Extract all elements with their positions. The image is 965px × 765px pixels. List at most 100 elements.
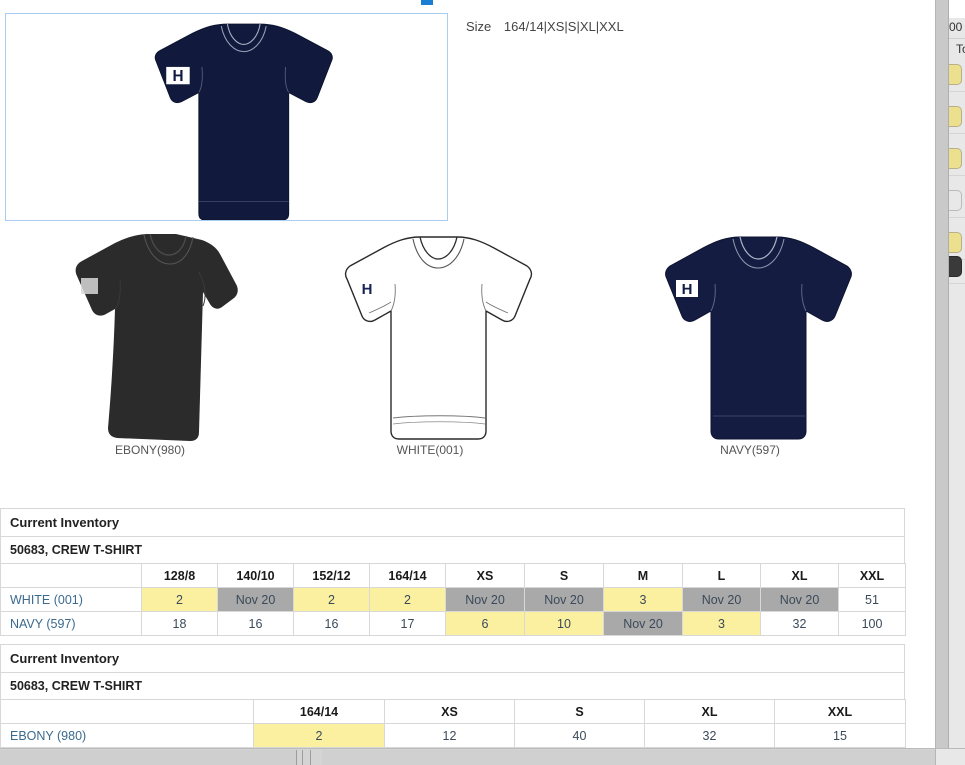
- inventory-body-2: EBONY (980) 2 12 40 32 15: [0, 723, 906, 748]
- right-panel-scrollbar[interactable]: [936, 0, 949, 752]
- thumbnail-caption: EBONY(980): [114, 443, 186, 457]
- inventory-cell[interactable]: 15: [774, 723, 906, 748]
- inventory-cell[interactable]: Nov 20: [524, 587, 604, 612]
- navy-tshirt-thumb-svg: H: [665, 236, 852, 440]
- table-row: NAVY (597) 18 16 16 17 6 10 Nov 20 3 32 100: [0, 611, 906, 636]
- scrollbar-corner: [935, 748, 965, 765]
- right-panel-divider: [949, 38, 965, 39]
- thumbnail-white[interactable]: H WHITE(001): [280, 228, 580, 473]
- right-panel-row: [949, 100, 965, 134]
- svg-text:H: H: [172, 68, 183, 85]
- horizontal-scrollbar-track[interactable]: [322, 750, 935, 765]
- size-row: Size 164/14|XS|S|XL|XXL: [466, 19, 624, 34]
- inventory-row-label: NAVY (597): [0, 611, 142, 636]
- inventory-col-header: XS: [384, 699, 515, 724]
- inventory-corner-cell: [0, 563, 142, 588]
- inventory-cell[interactable]: Nov 20: [445, 587, 525, 612]
- thumbnail-ebony[interactable]: EBONY(980): [0, 228, 300, 473]
- inventory-row-label: EBONY (980): [0, 723, 254, 748]
- right-panel-cell[interactable]: [949, 148, 962, 169]
- inventory-col-header: M: [603, 563, 683, 588]
- inventory-col-header: 152/12: [293, 563, 370, 588]
- inventory-cell[interactable]: Nov 20: [217, 587, 294, 612]
- right-panel-clipped-header: To: [956, 42, 965, 56]
- navy-tshirt-image: H: [600, 228, 900, 443]
- navy-tshirt-large-svg: H: [154, 23, 333, 220]
- right-panel-cell[interactable]: [949, 64, 962, 85]
- right-panel-row: [949, 142, 965, 176]
- inventory-cell[interactable]: 16: [293, 611, 370, 636]
- inventory-table-1: 128/8 140/10 152/12 164/14 XS S M L XL XXL WHITE …: [0, 563, 906, 636]
- inventory-cell[interactable]: 17: [369, 611, 446, 636]
- size-value: 164/14|XS|S|XL|XXL: [503, 19, 624, 34]
- inventory-subtitle: 50683, CREW T-SHIRT: [0, 536, 905, 563]
- right-panel-cell[interactable]: [949, 190, 962, 211]
- inventory-col-header: 140/10: [217, 563, 294, 588]
- right-panel-cell[interactable]: [949, 256, 962, 277]
- right-panel-cell[interactable]: [949, 232, 962, 253]
- inventory-cell[interactable]: Nov 20: [760, 587, 839, 612]
- inventory-cell[interactable]: 2: [293, 587, 370, 612]
- inventory-cell[interactable]: 2: [369, 587, 446, 612]
- thumbnail-caption: NAVY(597): [720, 443, 780, 457]
- inventory-cell[interactable]: 6: [445, 611, 525, 636]
- inventory-header-row-1: 128/8 140/10 152/12 164/14 XS S M L XL XXL: [0, 563, 906, 588]
- right-panel-row: [949, 58, 965, 92]
- right-panel-top-spacer: [949, 0, 965, 18]
- inventory-col-header: XXL: [774, 699, 906, 724]
- inventory-cell[interactable]: 2: [253, 723, 385, 748]
- inventory-cell[interactable]: 40: [514, 723, 645, 748]
- inventory-col-header: 164/14: [369, 563, 446, 588]
- inventory-col-header: S: [514, 699, 645, 724]
- inventory-cell[interactable]: 10: [524, 611, 604, 636]
- colorway-thumbnails: EBONY(980) H: [0, 228, 905, 473]
- inventory-cell[interactable]: 32: [760, 611, 839, 636]
- inventory-block-1: Current Inventory 50683, CREW T-SHIRT 12…: [0, 508, 906, 636]
- hero-image-navy-tshirt: H: [6, 14, 447, 220]
- inventory-cell[interactable]: 12: [384, 723, 515, 748]
- right-panel-cell[interactable]: [949, 106, 962, 127]
- inventory-cell[interactable]: 18: [141, 611, 218, 636]
- horizontal-scrollbar-thumb[interactable]: [0, 750, 297, 765]
- hero-image-frame[interactable]: H: [5, 13, 448, 221]
- inventory-row-label: WHITE (001): [0, 587, 142, 612]
- table-row: WHITE (001) 2 Nov 20 2 2 Nov 20 Nov 20 3 Nov 20 N…: [0, 587, 906, 612]
- thumbnail-caption: WHITE(001): [396, 443, 464, 457]
- inventory-header-row-2: 164/14 XS S XL XXL: [0, 699, 906, 724]
- inventory-cell[interactable]: Nov 20: [603, 611, 683, 636]
- inventory-cell[interactable]: 100: [838, 611, 906, 636]
- inventory-cell[interactable]: 16: [217, 611, 294, 636]
- inventory-cell[interactable]: 51: [838, 587, 906, 612]
- thumbnail-navy[interactable]: H NAVY(597): [600, 228, 900, 473]
- inventory-col-header: 128/8: [141, 563, 218, 588]
- inventory-col-header: XL: [760, 563, 839, 588]
- right-panel-body: 00 To: [949, 0, 965, 752]
- scrollbar-grip-line: [310, 750, 311, 765]
- right-panel-clipped-number: 00: [949, 20, 963, 34]
- inventory-col-header: XS: [445, 563, 525, 588]
- inventory-col-header: XXL: [838, 563, 906, 588]
- scrollbar-grip-line: [302, 750, 303, 765]
- ebony-tshirt-image: [0, 228, 300, 443]
- inventory-table-2: 164/14 XS S XL XXL EBONY (980) 2 12 40 32 15: [0, 699, 906, 748]
- white-tshirt-image: H: [280, 228, 580, 443]
- size-label: Size: [466, 19, 492, 34]
- inventory-cell[interactable]: Nov 20: [682, 587, 761, 612]
- inventory-col-header: S: [524, 563, 604, 588]
- white-tshirt-svg: H: [344, 236, 533, 440]
- right-panel-row: [949, 184, 965, 218]
- inventory-cell[interactable]: 2: [141, 587, 218, 612]
- horizontal-scrollbar[interactable]: [0, 748, 935, 765]
- inventory-cell[interactable]: 32: [644, 723, 775, 748]
- inventory-col-header: L: [682, 563, 761, 588]
- right-panel-row: [949, 250, 965, 284]
- inventory-block-2: Current Inventory 50683, CREW T-SHIRT 16…: [0, 644, 906, 748]
- inventory-cell[interactable]: 3: [603, 587, 683, 612]
- inventory-title: Current Inventory: [0, 508, 905, 536]
- inventory-col-header: XL: [644, 699, 775, 724]
- top-blue-marker: [421, 0, 433, 5]
- inventory-cell[interactable]: 3: [682, 611, 761, 636]
- svg-text:H: H: [682, 281, 693, 298]
- ebony-tshirt-svg: [75, 233, 238, 441]
- inventory-subtitle: 50683, CREW T-SHIRT: [0, 672, 905, 699]
